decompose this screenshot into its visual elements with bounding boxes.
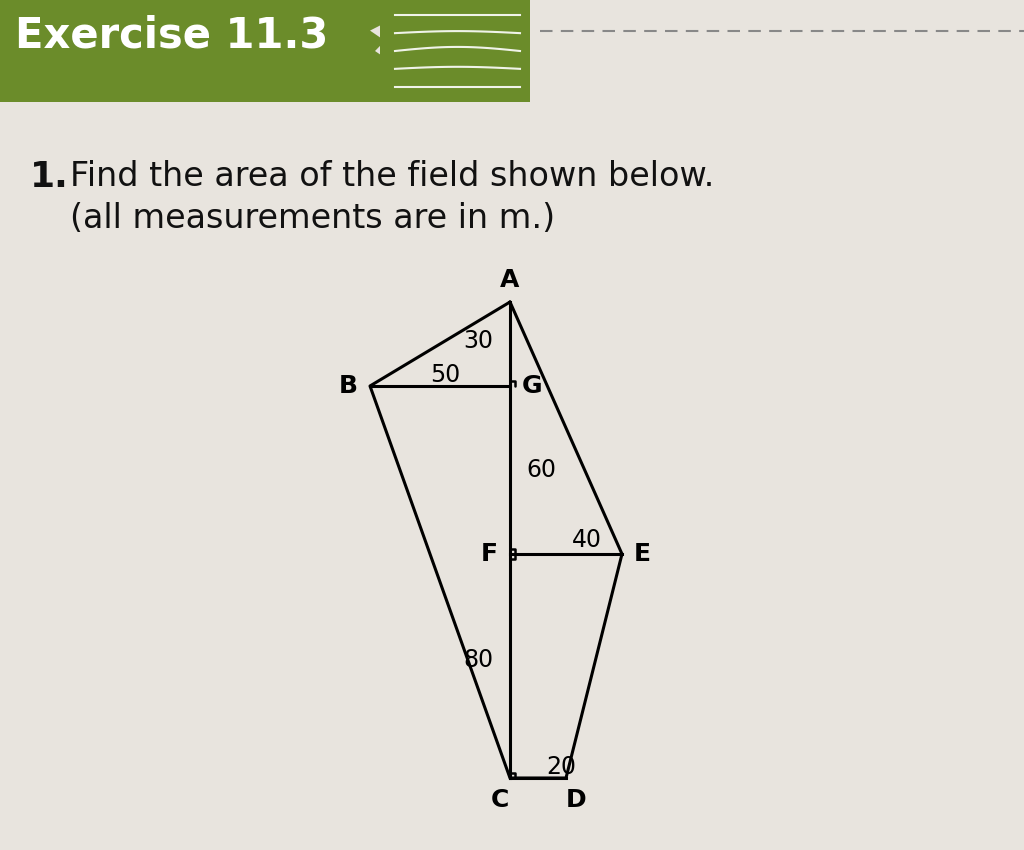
Text: B: B	[339, 374, 358, 398]
Text: 80: 80	[463, 649, 494, 672]
Text: 50: 50	[430, 363, 461, 387]
Text: (all measurements are in m.): (all measurements are in m.)	[70, 202, 555, 235]
Text: C: C	[490, 788, 509, 812]
Polygon shape	[380, 0, 530, 102]
Text: Find the area of the field shown below.: Find the area of the field shown below.	[70, 160, 715, 193]
Text: Exercise 11.3: Exercise 11.3	[15, 14, 329, 57]
Text: E: E	[634, 542, 651, 566]
Text: F: F	[481, 542, 498, 566]
Text: 1.: 1.	[30, 160, 69, 194]
Polygon shape	[0, 0, 390, 102]
Text: A: A	[501, 268, 520, 292]
Text: 30: 30	[463, 329, 494, 354]
Text: G: G	[522, 374, 543, 398]
Text: 60: 60	[526, 458, 557, 482]
Text: 20: 20	[547, 755, 577, 779]
Text: 40: 40	[571, 528, 602, 552]
Text: D: D	[565, 788, 587, 812]
